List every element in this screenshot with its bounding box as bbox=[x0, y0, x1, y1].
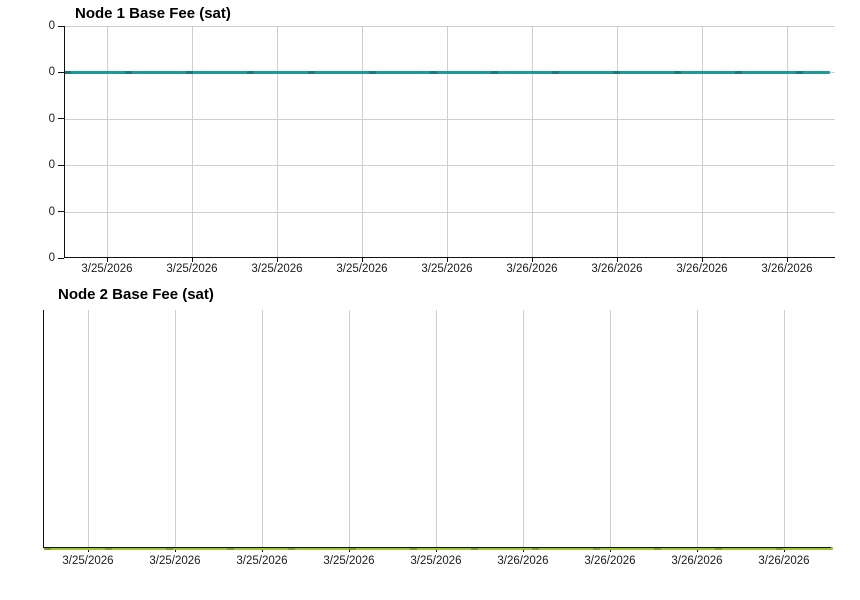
x-tick-label: 3/25/2026 bbox=[410, 555, 462, 567]
x-tick-label: 3/25/2026 bbox=[81, 263, 133, 275]
y-tick bbox=[58, 25, 64, 27]
x-tick-label: 3/26/2026 bbox=[506, 263, 558, 275]
series-point-markers bbox=[44, 546, 833, 550]
x-tick bbox=[702, 258, 703, 262]
x-tick-label: 3/25/2026 bbox=[323, 555, 375, 567]
x-tick-label: 3/25/2026 bbox=[62, 555, 114, 567]
vertical-gridline bbox=[787, 26, 788, 258]
horizontal-gridline bbox=[64, 165, 835, 167]
y-axis bbox=[43, 310, 44, 548]
y-tick bbox=[58, 71, 64, 73]
vertical-gridline bbox=[532, 26, 533, 258]
x-tick bbox=[436, 548, 437, 552]
horizontal-gridline bbox=[64, 211, 835, 213]
x-tick-label: 3/26/2026 bbox=[761, 263, 813, 275]
x-tick bbox=[610, 548, 611, 552]
x-axis bbox=[43, 547, 831, 548]
chart-title: Node 1 Base Fee (sat) bbox=[75, 5, 231, 22]
vertical-gridline bbox=[88, 310, 89, 548]
x-tick-label: 3/25/2026 bbox=[236, 555, 288, 567]
x-tick-label: 3/26/2026 bbox=[497, 555, 549, 567]
vertical-gridline bbox=[617, 26, 618, 258]
x-tick-label: 3/26/2026 bbox=[591, 263, 643, 275]
vertical-gridline bbox=[349, 310, 350, 548]
x-tick-label: 3/25/2026 bbox=[251, 263, 303, 275]
x-tick bbox=[447, 258, 448, 262]
vertical-gridline bbox=[362, 26, 363, 258]
x-tick-label: 3/26/2026 bbox=[584, 555, 636, 567]
vertical-gridline bbox=[784, 310, 785, 548]
y-tick bbox=[58, 211, 64, 213]
x-tick bbox=[617, 258, 618, 262]
y-tick bbox=[58, 118, 64, 120]
x-tick bbox=[262, 548, 263, 552]
y-tick-label: 0 bbox=[48, 252, 55, 264]
x-tick-label: 3/26/2026 bbox=[676, 263, 728, 275]
series-line bbox=[64, 70, 830, 74]
x-tick-label: 3/25/2026 bbox=[421, 263, 473, 275]
vertical-gridline bbox=[262, 310, 263, 548]
y-tick bbox=[58, 164, 64, 166]
y-tick-label: 0 bbox=[48, 159, 55, 172]
vertical-gridline bbox=[447, 26, 448, 258]
y-tick-label: 0 bbox=[48, 20, 55, 32]
x-tick bbox=[787, 258, 788, 262]
x-tick bbox=[349, 548, 350, 552]
x-tick-label: 3/26/2026 bbox=[758, 555, 810, 567]
x-tick bbox=[697, 548, 698, 552]
x-tick bbox=[192, 258, 193, 262]
x-tick-label: 3/25/2026 bbox=[166, 263, 218, 275]
x-tick bbox=[532, 258, 533, 262]
x-tick-label: 3/26/2026 bbox=[671, 555, 723, 567]
horizontal-gridline bbox=[64, 26, 835, 27]
plot-area[interactable] bbox=[43, 310, 833, 552]
chart-title: Node 2 Base Fee (sat) bbox=[58, 286, 214, 303]
series-line bbox=[44, 546, 833, 550]
x-tick bbox=[277, 258, 278, 262]
vertical-gridline bbox=[610, 310, 611, 548]
vertical-gridline bbox=[107, 26, 108, 258]
series-point-markers bbox=[64, 70, 830, 74]
y-tick-label: 0 bbox=[48, 205, 55, 218]
x-tick-label: 3/25/2026 bbox=[149, 555, 201, 567]
x-tick bbox=[784, 548, 785, 552]
y-tick-label: 0 bbox=[48, 66, 55, 79]
x-tick bbox=[175, 548, 176, 552]
x-tick bbox=[523, 548, 524, 552]
y-tick-label: 0 bbox=[48, 112, 55, 125]
vertical-gridline bbox=[697, 310, 698, 548]
vertical-gridline bbox=[192, 26, 193, 258]
horizontal-gridline bbox=[64, 118, 835, 120]
y-axis bbox=[64, 26, 65, 258]
plot-area[interactable] bbox=[58, 25, 835, 262]
vertical-gridline bbox=[277, 26, 278, 258]
vertical-gridline bbox=[523, 310, 524, 548]
x-tick bbox=[362, 258, 363, 262]
x-axis bbox=[64, 257, 835, 258]
x-tick-label: 3/25/2026 bbox=[336, 263, 388, 275]
vertical-gridline bbox=[436, 310, 437, 548]
y-tick bbox=[58, 257, 64, 259]
x-tick bbox=[107, 258, 108, 262]
x-tick bbox=[88, 548, 89, 552]
vertical-gridline bbox=[175, 310, 176, 548]
vertical-gridline bbox=[702, 26, 703, 258]
